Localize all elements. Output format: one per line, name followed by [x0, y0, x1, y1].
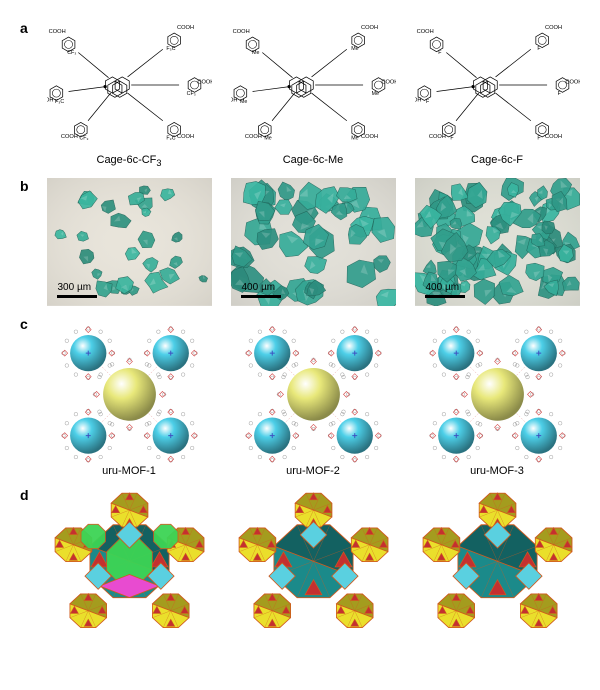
svg-text:COOH: COOH [361, 25, 378, 31]
crystal-structure [231, 316, 396, 461]
svg-text:COOH: COOH [60, 134, 77, 140]
svg-text:COOH: COOH [47, 97, 54, 103]
tiling-structure [231, 487, 396, 632]
micro-cell: 400 µm [414, 178, 580, 306]
svg-text:F: F [438, 50, 441, 56]
svg-text:COOH: COOH [545, 25, 562, 31]
chem-structure: COOHMeCOOHMeCOOHMeCOOHMeCOOHMeCOOHMe [231, 20, 396, 150]
tiling-structure [415, 487, 580, 632]
svg-text:CF₃: CF₃ [79, 135, 88, 141]
tiling-structure [47, 487, 212, 632]
chem-structure: COOH F COOH F COOH F COOH F COOH F COOH F [415, 20, 580, 150]
svg-text:F: F [426, 99, 429, 105]
scalebar: 400 µm [241, 282, 281, 298]
svg-text:F₃C: F₃C [166, 135, 175, 141]
mof-caption: uru-MOF-3 [470, 465, 524, 477]
svg-text:COOH: COOH [415, 97, 422, 103]
svg-text:COOH: COOH [428, 134, 445, 140]
panel-label-a: a [20, 20, 34, 36]
svg-text:COOH: COOH [197, 79, 212, 85]
scalebar: 300 µm [57, 282, 97, 298]
chem-cell: COOHMeCOOHMeCOOHMeCOOHMeCOOHMeCOOHMeCage… [230, 20, 396, 168]
chem-caption-sub: 3 [156, 158, 161, 168]
svg-text:COOH: COOH [232, 29, 249, 35]
svg-text:COOH: COOH [416, 29, 433, 35]
svg-text:Me: Me [351, 135, 358, 141]
chem-cell: COOHF₃CCOOHCF₃COOHF₃CCOOHCF₃COOHF₃CCOOHC… [46, 20, 212, 168]
scalebar-line [241, 295, 281, 298]
svg-text:COOH: COOH [361, 134, 378, 140]
svg-text:F: F [450, 135, 453, 141]
svg-text:CF₃: CF₃ [186, 91, 195, 97]
mof-caption: uru-MOF-1 [102, 465, 156, 477]
chem-caption: Cage-6c-CF3 [97, 154, 162, 168]
crystal-structure [415, 316, 580, 461]
svg-text:COOH: COOH [545, 134, 562, 140]
micro-cell: 300 µm [46, 178, 212, 306]
scalebar-text: 400 µm [425, 282, 461, 293]
chem-caption: Cage-6c-F [471, 154, 523, 166]
figure-root: a COOHF₃CCOOHCF₃COOHF₃CCOOHCF₃COOHF₃CCOO… [20, 20, 580, 632]
row-d: d [20, 487, 580, 632]
crystal-structure [47, 316, 212, 461]
micro-cell: 400 µm [230, 178, 396, 306]
microscope-image: 400 µm [415, 178, 580, 306]
chem-cell: COOH F COOH F COOH F COOH F COOH F COOH F Cage-6c-F [414, 20, 580, 168]
svg-text:COOH: COOH [48, 29, 65, 35]
chem-caption: Cage-6c-Me [283, 154, 344, 166]
row-a-cells: COOHF₃CCOOHCF₃COOHF₃CCOOHCF₃COOHF₃CCOOHC… [46, 20, 580, 168]
panel-label-b: b [20, 178, 34, 194]
row-b-cells: 300 µm 400 µm 400 µm [46, 178, 580, 306]
crystal-cell: uru-MOF-2 [230, 316, 396, 477]
scalebar-text: 400 µm [241, 282, 277, 293]
row-c: c uru-MOF-1 uru-MOF-2 uru-MOF-3 [20, 316, 580, 477]
svg-text:CF₃: CF₃ [67, 50, 76, 56]
scalebar-text: 300 µm [57, 282, 93, 293]
svg-text:Me: Me [351, 46, 358, 52]
svg-text:COOH: COOH [177, 25, 194, 31]
row-b: b 300 µm 400 µm 400 µm [20, 178, 580, 306]
mof-caption: uru-MOF-2 [286, 465, 340, 477]
tiling-cell [414, 487, 580, 632]
microscope-image: 400 µm [231, 178, 396, 306]
svg-text:F₃C: F₃C [55, 99, 64, 105]
tiling-cell [230, 487, 396, 632]
scalebar: 400 µm [425, 282, 465, 298]
svg-text:F: F [557, 91, 560, 97]
svg-text:COOH: COOH [231, 97, 238, 103]
scalebar-line [57, 295, 97, 298]
svg-text:F: F [537, 135, 540, 141]
svg-text:Me: Me [239, 99, 246, 105]
svg-text:COOH: COOH [177, 134, 194, 140]
svg-text:F: F [537, 46, 540, 52]
tiling-cell [46, 487, 212, 632]
svg-text:Me: Me [252, 50, 259, 56]
svg-text:Me: Me [371, 91, 378, 97]
row-d-cells [46, 487, 580, 632]
crystal-cell: uru-MOF-1 [46, 316, 212, 477]
svg-text:COOH: COOH [565, 79, 580, 85]
scalebar-line [425, 295, 465, 298]
crystal-cell: uru-MOF-3 [414, 316, 580, 477]
svg-text:COOH: COOH [381, 79, 396, 85]
panel-label-c: c [20, 316, 34, 332]
row-a: a COOHF₃CCOOHCF₃COOHF₃CCOOHCF₃COOHF₃CCOO… [20, 20, 580, 168]
panel-label-d: d [20, 487, 34, 503]
chem-structure: COOHF₃CCOOHCF₃COOHF₃CCOOHCF₃COOHF₃CCOOHC… [47, 20, 212, 150]
svg-text:COOH: COOH [244, 134, 261, 140]
svg-text:Me: Me [264, 135, 271, 141]
svg-text:F₃C: F₃C [166, 46, 175, 52]
microscope-image: 300 µm [47, 178, 212, 306]
row-c-cells: uru-MOF-1 uru-MOF-2 uru-MOF-3 [46, 316, 580, 477]
